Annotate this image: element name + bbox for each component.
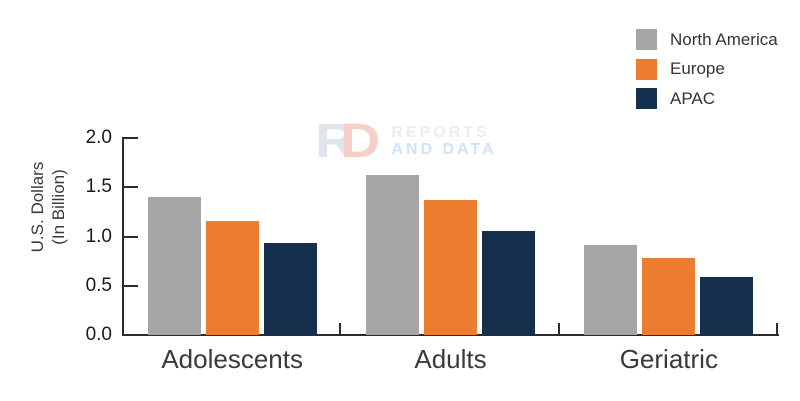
x-tick-boundary-3 bbox=[776, 323, 778, 335]
reports-and-data-logo: R D bbox=[315, 115, 380, 168]
x-category-label-adults: Adults bbox=[414, 344, 487, 374]
y-tick-label-2.0: 2.0 bbox=[85, 127, 112, 148]
bar-north-america-adolescents bbox=[147, 197, 201, 335]
watermark-logo-r: R bbox=[315, 115, 356, 168]
bar-europe-geriatric bbox=[642, 258, 696, 335]
legend-swatch-europe bbox=[636, 58, 657, 80]
watermark-line2: AND DATA bbox=[391, 141, 497, 158]
watermark-line1: REPORTS bbox=[391, 124, 490, 141]
y-tick-2.0 bbox=[123, 137, 138, 139]
legend-swatch-north-america bbox=[636, 29, 657, 50]
x-axis-spine bbox=[122, 334, 779, 336]
bar-apac-adults bbox=[482, 230, 535, 335]
legend-label-north-america: North America bbox=[670, 29, 778, 49]
y-tick-1.0 bbox=[123, 235, 138, 238]
bar-apac-adolescents bbox=[263, 243, 317, 335]
x-tick-boundary-1 bbox=[339, 323, 342, 335]
x-category-label-adolescents: Adolescents bbox=[161, 344, 303, 374]
y-tick-0.5 bbox=[123, 284, 138, 287]
watermark-logo-d: D bbox=[340, 115, 380, 168]
bar-north-america-geriatric bbox=[584, 245, 638, 335]
legend-item-europe: Europe bbox=[636, 58, 725, 80]
legend-item-north-america: North America bbox=[636, 29, 778, 50]
bar-apac-geriatric bbox=[700, 276, 754, 335]
bar-europe-adolescents bbox=[205, 220, 259, 335]
x-tick-boundary-2 bbox=[557, 323, 560, 335]
x-category-label-geriatric: Geriatric bbox=[619, 344, 718, 374]
y-tick-0.0 bbox=[123, 334, 138, 336]
bar-north-america-adults bbox=[366, 175, 419, 335]
y-tick-1.5 bbox=[123, 186, 138, 189]
legend-label-apac: APAC bbox=[670, 88, 716, 108]
watermark-text: REPORTS AND DATA bbox=[391, 125, 496, 158]
legend-item-apac: APAC bbox=[636, 88, 715, 109]
watermark: R D REPORTS AND DATA bbox=[315, 115, 497, 168]
bar-europe-adults bbox=[424, 200, 477, 335]
legend-label-europe: Europe bbox=[670, 59, 725, 78]
y-tick-label-0.0: 0.0 bbox=[85, 324, 112, 345]
legend-swatch-apac bbox=[636, 88, 657, 109]
y-tick-label-1.0: 1.0 bbox=[85, 225, 112, 247]
y-tick-label-0.5: 0.5 bbox=[85, 274, 112, 296]
y-tick-label-1.5: 1.5 bbox=[85, 176, 112, 198]
